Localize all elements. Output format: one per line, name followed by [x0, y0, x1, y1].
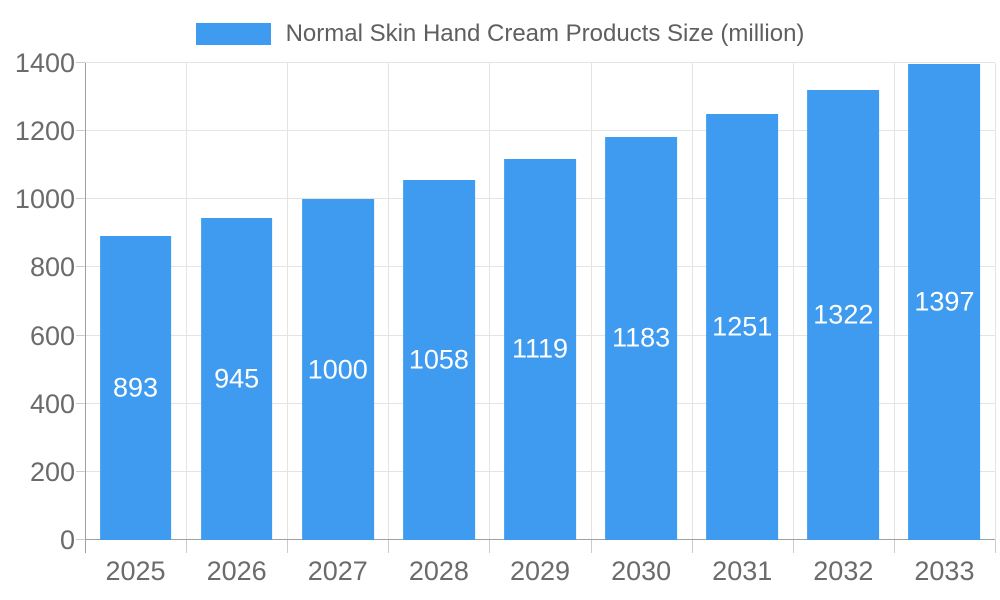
x-tick-label: 2029 — [509, 556, 571, 586]
bar-value-label: 1000 — [307, 354, 368, 385]
y-axis-tick — [76, 130, 85, 132]
y-tick-label: 600 — [29, 320, 75, 351]
x-axis-tick — [489, 540, 491, 553]
y-axis-tick — [76, 266, 85, 268]
x-tick-label: 2027 — [307, 556, 368, 586]
x-axis-tick — [590, 540, 592, 553]
bar-2031[interactable]: 1251 — [706, 113, 779, 540]
gridline-vertical — [893, 63, 895, 540]
y-tick-label: 0 — [59, 525, 75, 555]
bar-value-label: 1251 — [712, 311, 773, 342]
bar-value-label: 1322 — [813, 299, 874, 330]
legend-swatch — [195, 23, 271, 45]
bar-2027[interactable]: 1000 — [301, 199, 374, 540]
bar-2028[interactable]: 1058 — [402, 179, 475, 540]
x-axis-tick — [792, 540, 794, 553]
gridline-vertical — [590, 63, 592, 540]
bar-2029[interactable]: 1119 — [504, 158, 576, 540]
y-axis-tick — [76, 198, 85, 200]
y-tick-label: 400 — [29, 388, 75, 419]
x-tick-label: 2032 — [813, 556, 874, 586]
gridline-vertical — [995, 63, 996, 540]
gridline-horizontal — [85, 130, 995, 132]
plot-area: 893 2025 945 2026 1000 2027 1058 2028 1119 2029 11… — [76, 62, 996, 586]
legend-label: Normal Skin Hand Cream Products Size (mi… — [285, 20, 805, 47]
gridline-vertical — [287, 63, 289, 540]
bar-2032[interactable]: 1322 — [807, 89, 880, 540]
bar-value-label: 1058 — [408, 344, 469, 375]
bar-2030[interactable]: 1183 — [605, 136, 677, 540]
x-axis-tick — [893, 540, 895, 553]
x-tick-label: 2026 — [206, 556, 267, 586]
bar-2025[interactable]: 893 — [99, 235, 172, 540]
x-tick-label: 2030 — [611, 556, 672, 586]
y-axis-tick — [76, 334, 85, 336]
x-axis-tick — [287, 540, 289, 553]
x-tick-label: 2028 — [408, 556, 469, 586]
x-axis-tick — [691, 540, 693, 553]
gridline-horizontal — [85, 62, 995, 63]
x-tick-label: 2025 — [105, 556, 166, 586]
gridline-vertical — [691, 63, 693, 540]
bar-2033[interactable]: 1397 — [908, 64, 981, 540]
bar-value-label: 945 — [214, 363, 260, 394]
x-tick-label: 2031 — [712, 556, 773, 586]
bar-value-label: 1183 — [612, 322, 671, 353]
bar-value-label: 1119 — [511, 333, 569, 364]
gridline-vertical — [792, 63, 794, 540]
y-tick-label: 200 — [29, 456, 75, 487]
y-tick-label: 800 — [29, 252, 75, 283]
x-tick-label: 2033 — [914, 556, 975, 586]
gridline-vertical — [186, 63, 188, 540]
y-tick-label: 1000 — [14, 184, 75, 215]
x-axis-tick — [388, 540, 390, 553]
y-tick-label: 1200 — [14, 116, 75, 147]
x-axis-tick — [186, 540, 188, 553]
y-axis-tick — [76, 62, 85, 63]
y-tick-label: 1400 — [14, 48, 75, 78]
bar-2026[interactable]: 945 — [200, 218, 273, 540]
y-axis-tick — [76, 402, 85, 404]
bar-value-label: 1397 — [914, 286, 975, 317]
y-axis-line — [85, 63, 86, 553]
y-axis-tick — [76, 539, 85, 540]
legend-item[interactable]: Normal Skin Hand Cream Products Size (mi… — [0, 20, 1000, 48]
y-axis-tick — [76, 470, 85, 472]
gridline-vertical — [489, 63, 491, 540]
bar-value-label: 893 — [113, 372, 159, 403]
gridline-vertical — [388, 63, 390, 540]
x-axis-tick — [995, 540, 996, 553]
